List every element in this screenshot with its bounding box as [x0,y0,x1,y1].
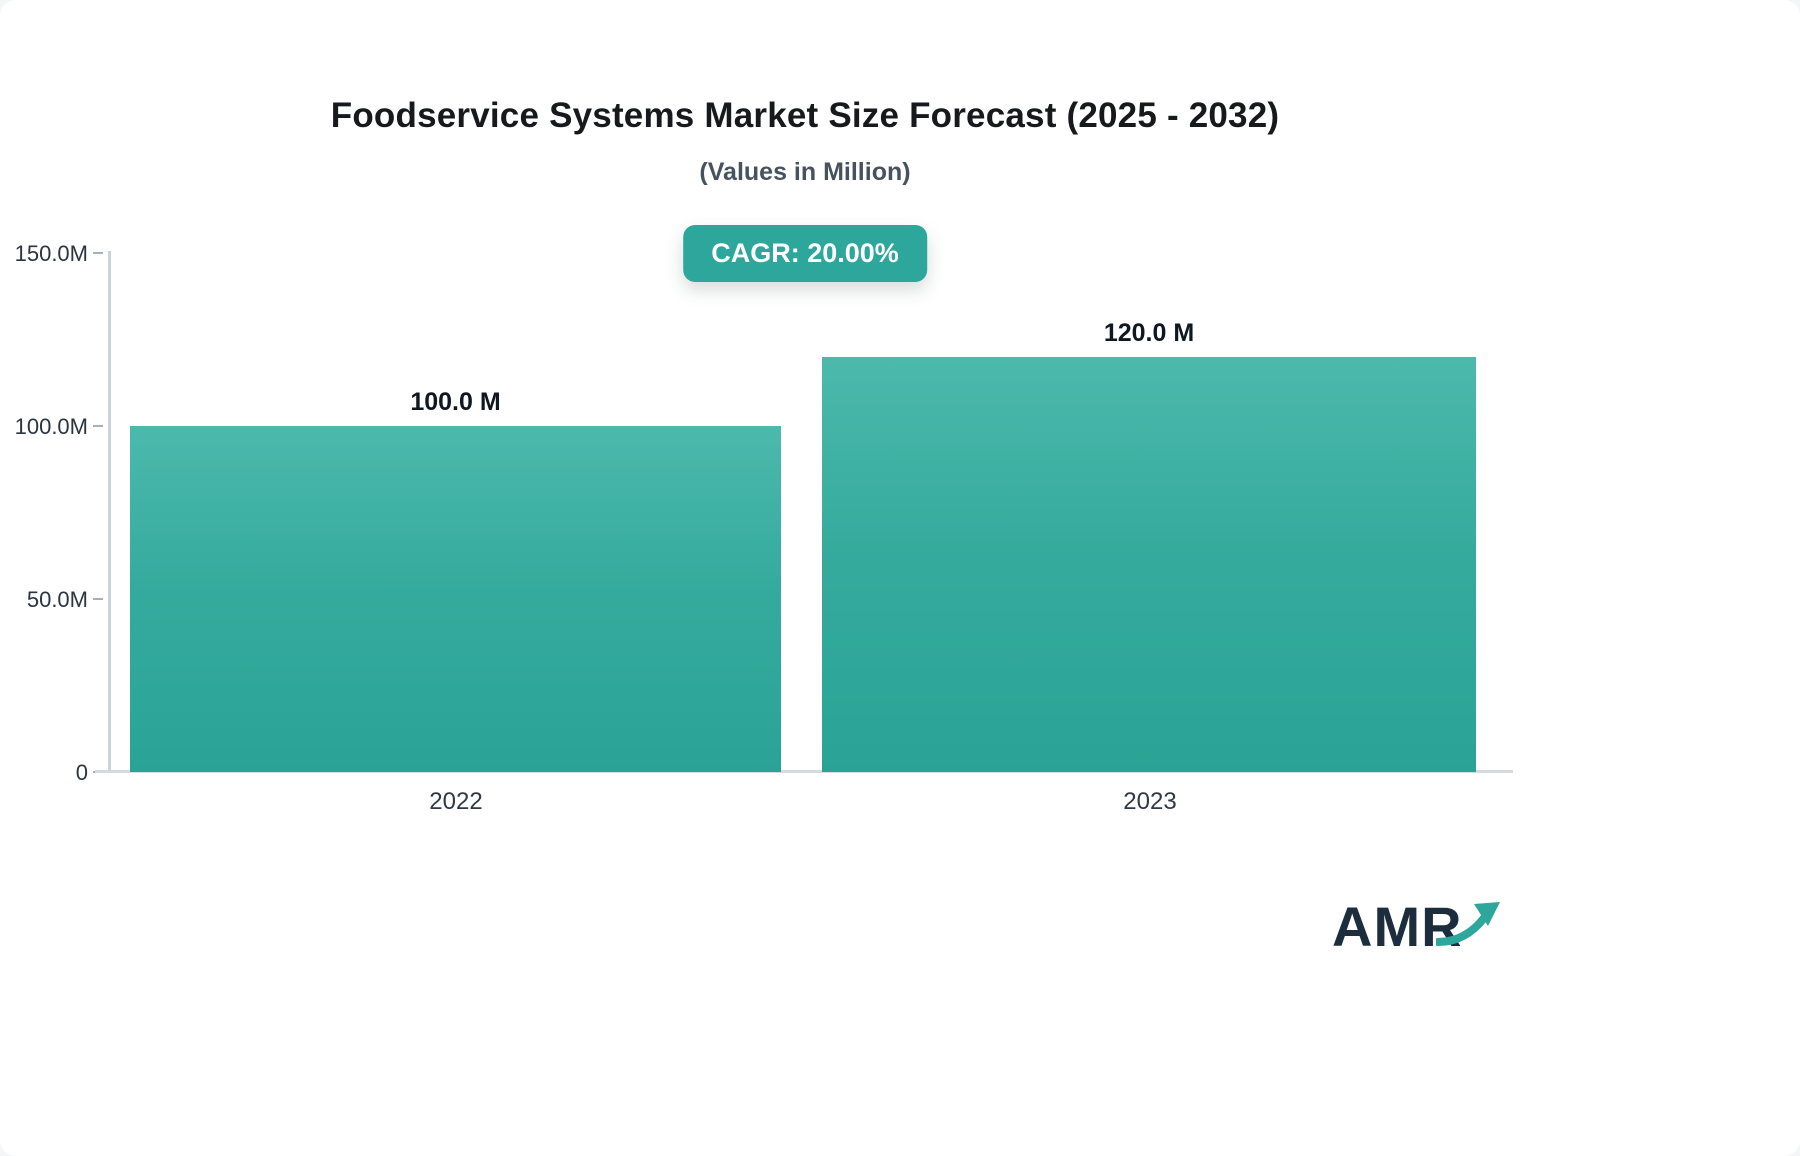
y-tick-mark [93,425,103,427]
chart-header: Foodservice Systems Market Size Forecast… [0,96,1610,187]
growth-arrow-icon [1436,902,1500,946]
x-tick-label-2023: 2023 [1123,788,1177,815]
chart-title: Foodservice Systems Market Size Forecast… [330,96,1280,135]
x-axis-line [95,770,1513,773]
y-tick-label-0: 0 [75,760,88,785]
y-tick-label-50: 50.0M [26,587,88,612]
cagr-badge: CAGR: 20.00% [683,225,927,282]
bar-column-2022: 100.0 M [130,253,781,772]
y-tick-mark [93,598,103,600]
y-tick-mark [93,252,103,254]
bar-value-label-2023: 120.0 M [1103,318,1195,347]
y-tick-label-100: 100.0M [14,414,88,439]
bar-column-2023: 120.0 M [822,253,1476,772]
y-tick-label-150: 150.0M [14,241,88,266]
bar-2023 [822,356,1476,772]
bar-2022 [130,426,781,772]
bar-value-label-2022: 100.0 M [410,388,501,416]
x-tick-label-2022: 2022 [429,788,483,815]
chart-subtitle: (Values in Million) [699,158,911,186]
plot-area: 100.0 M 120.0 M [110,253,1510,772]
y-axis-line [108,251,111,772]
amr-logo-text: AMR [1332,895,1463,958]
amr-logo: AMR [1332,894,1502,964]
